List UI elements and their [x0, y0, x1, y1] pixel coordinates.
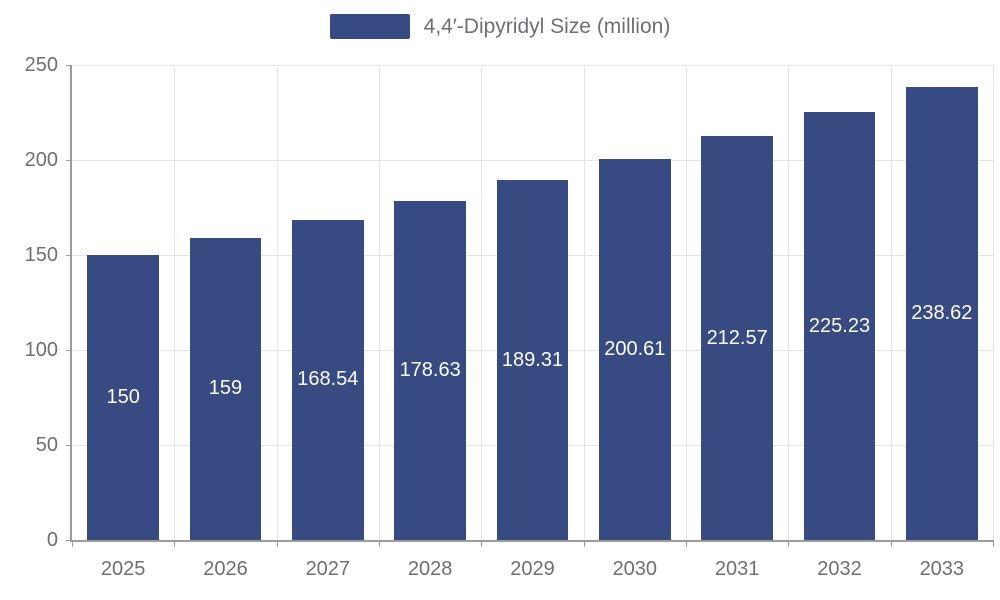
x-axis-tick-label: 2025: [100, 558, 146, 580]
bar-value-label: 189.31: [501, 348, 564, 371]
bar-value-label: 225.23: [808, 314, 871, 337]
y-axis-tick: [66, 255, 72, 256]
gridline-horizontal: [72, 160, 993, 161]
x-axis-tick-label: 2033: [919, 558, 965, 580]
bar[interactable]: 200.61: [599, 158, 671, 540]
y-axis-tick-label: 100: [24, 339, 58, 361]
bar-value-label: 238.62: [911, 301, 973, 324]
x-axis-tick-label: 2029: [510, 558, 555, 580]
x-axis-tick: [788, 540, 790, 547]
bar[interactable]: 178.63: [394, 200, 466, 540]
bar[interactable]: 212.57: [701, 136, 773, 540]
x-axis-tick-label: 2026: [203, 558, 248, 580]
gridline-vertical: [276, 65, 278, 540]
bar-value-label: 168.54: [297, 368, 359, 391]
x-axis-tick-label: 2032: [817, 558, 862, 580]
x-axis-tick: [686, 540, 687, 547]
y-axis-line: [70, 65, 72, 542]
gridline-horizontal: [72, 65, 993, 66]
bar[interactable]: 189.31: [496, 180, 569, 540]
x-axis-line: [70, 540, 993, 542]
gridline-vertical: [788, 65, 790, 540]
gridline-vertical: [686, 65, 687, 540]
x-axis-tick: [379, 540, 380, 547]
bar-value-label: 159: [208, 377, 243, 400]
x-axis-tick: [993, 540, 994, 547]
y-axis-tick: [66, 65, 72, 66]
y-axis-tick: [66, 445, 72, 446]
bar-value-label: 150: [106, 386, 140, 408]
y-axis-tick-label: 50: [35, 434, 58, 456]
x-axis-tick: [890, 540, 892, 547]
x-axis-tick: [276, 540, 278, 547]
gridline-vertical: [993, 65, 994, 540]
bar[interactable]: 238.62: [906, 86, 978, 540]
gridline-vertical: [583, 65, 585, 540]
gridline-vertical: [481, 65, 483, 540]
y-axis-tick-label: 150: [24, 244, 58, 266]
gridline-vertical: [174, 65, 176, 540]
y-axis-tick: [66, 540, 72, 541]
legend-label: 4,4′-Dipyridyl Size (million): [423, 14, 671, 38]
x-axis-tick: [481, 540, 483, 547]
x-axis-tick-label: 2031: [714, 558, 760, 580]
x-axis-tick-label: 2028: [407, 558, 453, 580]
gridline-vertical: [890, 65, 892, 540]
bar[interactable]: 159: [189, 237, 262, 540]
y-axis-tick-label: 250: [24, 54, 58, 76]
y-axis-tick: [66, 350, 72, 351]
bar-value-label: 200.61: [604, 337, 666, 360]
x-axis-tick-label: 2030: [612, 558, 658, 580]
gridline-vertical: [379, 65, 380, 540]
x-axis-tick-label: 2027: [305, 558, 351, 580]
bar[interactable]: 168.54: [292, 219, 364, 540]
legend-item[interactable]: 4,4′-Dipyridyl Size (million): [0, 14, 1000, 39]
y-axis-tick: [66, 160, 72, 161]
x-axis-tick: [72, 540, 73, 547]
bar-value-label: 212.57: [706, 326, 768, 349]
y-axis-tick-label: 200: [24, 149, 58, 171]
legend-swatch-icon: [329, 14, 410, 39]
x-axis-tick: [583, 540, 585, 547]
x-axis-tick: [174, 540, 176, 547]
bar-value-label: 178.63: [399, 358, 461, 381]
bar[interactable]: 150: [87, 255, 159, 540]
bar[interactable]: 225.23: [803, 112, 876, 540]
y-axis-tick-label: 0: [46, 529, 58, 551]
